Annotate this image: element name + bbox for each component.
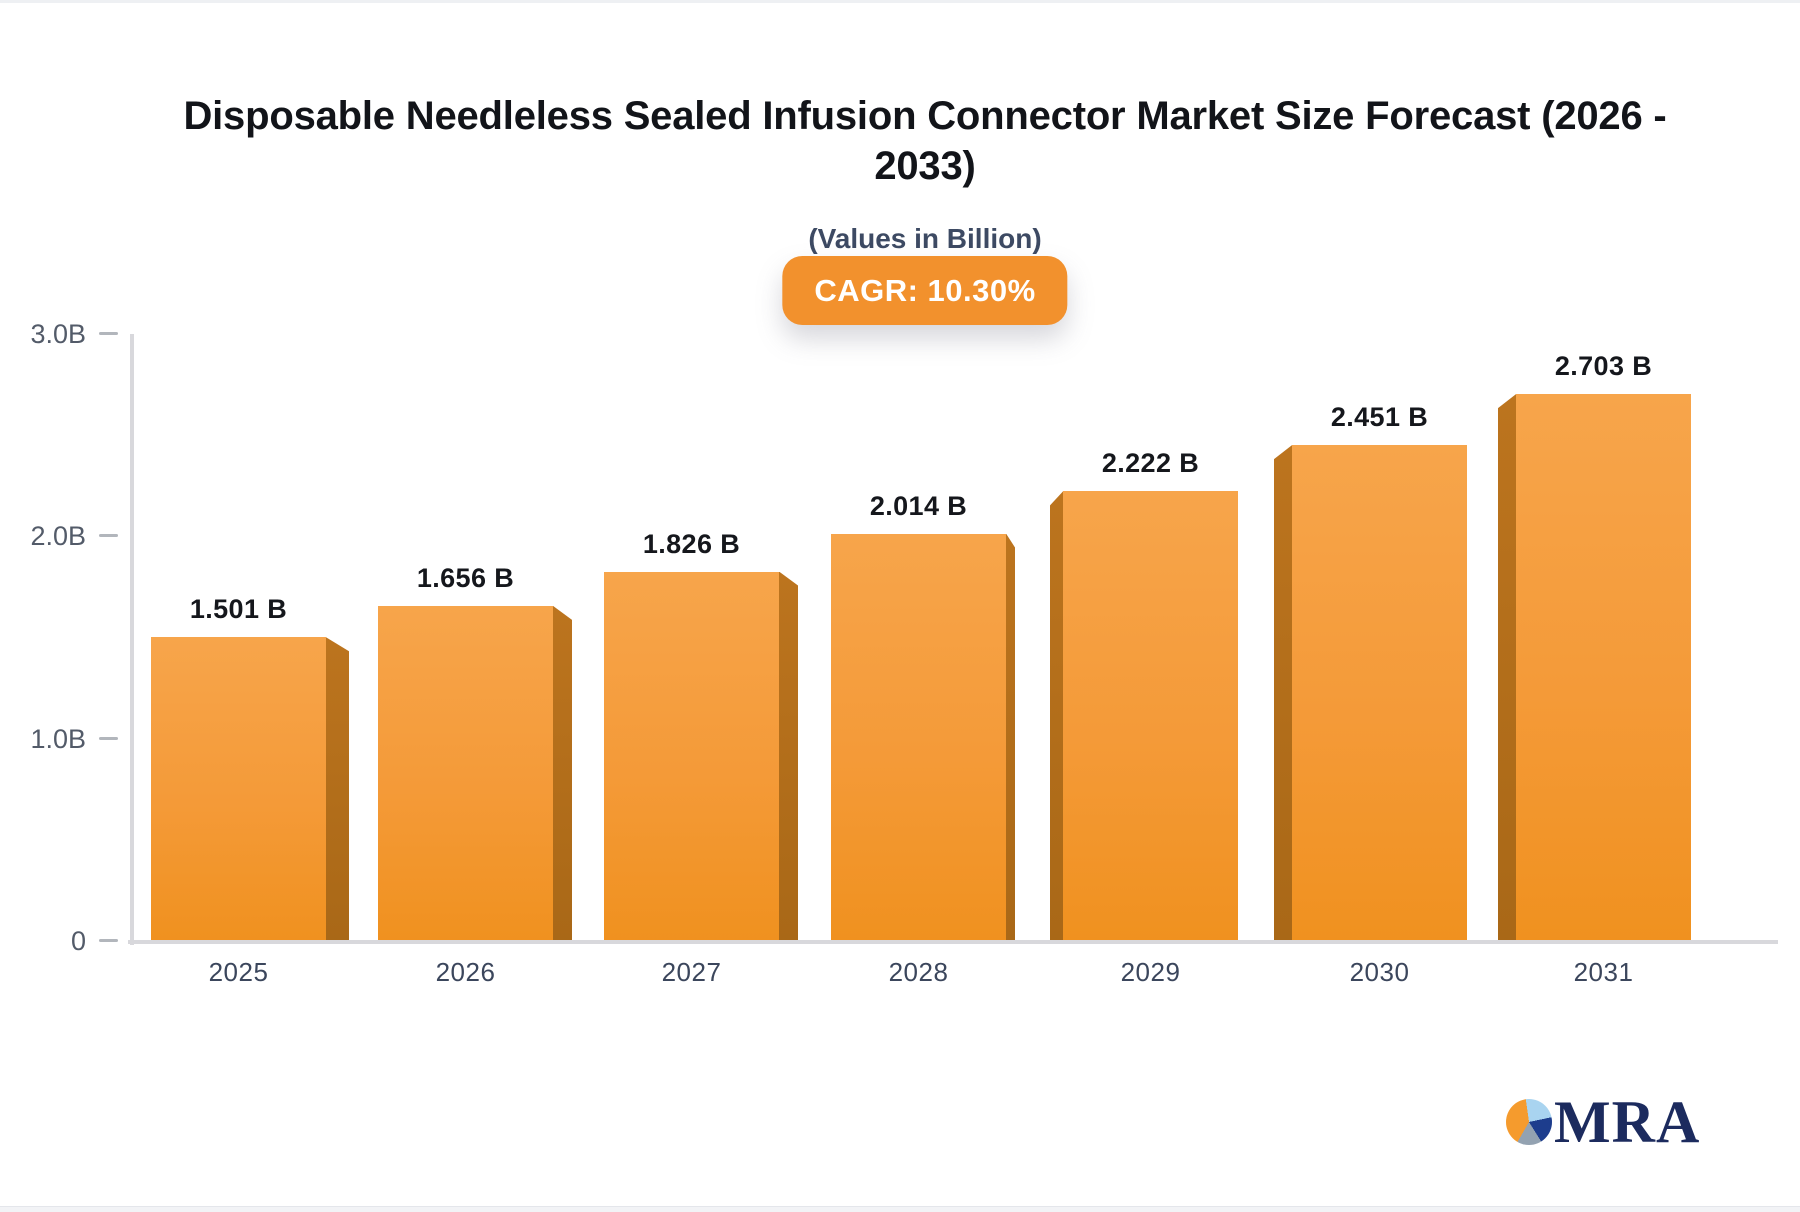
x-axis-label: 2031: [1573, 957, 1634, 987]
y-axis-tick: [99, 332, 118, 335]
y-axis-tick: [99, 939, 118, 942]
y-axis-tick-label: 1.0B: [30, 723, 86, 754]
bar-value-label: 2.222 B: [1101, 448, 1200, 479]
bar-2026[interactable]: [378, 605, 553, 941]
bar-value-label: 1.501 B: [189, 594, 288, 625]
bar-2029[interactable]: [1063, 491, 1238, 941]
x-axis-label: 2027: [661, 957, 722, 987]
pie-chart-logo-icon: [1506, 1099, 1552, 1145]
bar-3d-side: [1050, 491, 1063, 941]
bar-value-label: 1.656 B: [416, 562, 515, 593]
y-axis-line: [130, 334, 134, 945]
y-axis-tick-label: 3.0B: [30, 319, 86, 349]
bottom-edge-strip: [0, 1206, 1800, 1212]
y-axis-tick-label: 0: [70, 926, 86, 956]
x-axis-line: [128, 940, 1778, 944]
brand-logo: MRA: [1506, 1089, 1701, 1155]
bar-3d-side: [553, 605, 572, 941]
x-axis-label: 2026: [435, 957, 496, 987]
chart-title: Disposable Needleless Sealed Infusion Co…: [183, 94, 1667, 188]
chart-subtitle: (Values in Billion): [808, 223, 1042, 254]
bar-3d-side: [779, 571, 798, 941]
y-axis-tick: [99, 534, 118, 538]
bar-2025[interactable]: [151, 637, 326, 941]
cagr-badge: CAGR: 10.30%: [782, 256, 1068, 325]
bar-3d-side: [1006, 533, 1015, 941]
bar-2030[interactable]: [1292, 445, 1467, 941]
x-axis-label: 2029: [1120, 957, 1181, 987]
y-axis-tick: [99, 736, 118, 740]
bar-value-label: 2.014 B: [869, 490, 968, 521]
bar-3d-side: [1498, 394, 1516, 941]
bar-3d-side: [1274, 445, 1292, 941]
bar-value-label: 2.451 B: [1330, 402, 1429, 433]
x-axis-label: 2028: [888, 957, 949, 987]
bar-3d-side: [326, 637, 349, 941]
bar-value-label: 1.826 B: [642, 528, 741, 559]
brand-logo-text: MRA: [1554, 1089, 1701, 1155]
bar-value-label: 2.703 B: [1554, 351, 1653, 382]
bar-2031[interactable]: [1516, 394, 1691, 941]
x-axis-label: 2030: [1349, 957, 1410, 987]
bar-2027[interactable]: [604, 571, 779, 941]
top-edge-strip: [0, 0, 1800, 3]
bar-2028[interactable]: [831, 533, 1006, 941]
x-axis-label: 2025: [208, 957, 269, 987]
y-axis-tick-label: 2.0B: [30, 521, 86, 552]
